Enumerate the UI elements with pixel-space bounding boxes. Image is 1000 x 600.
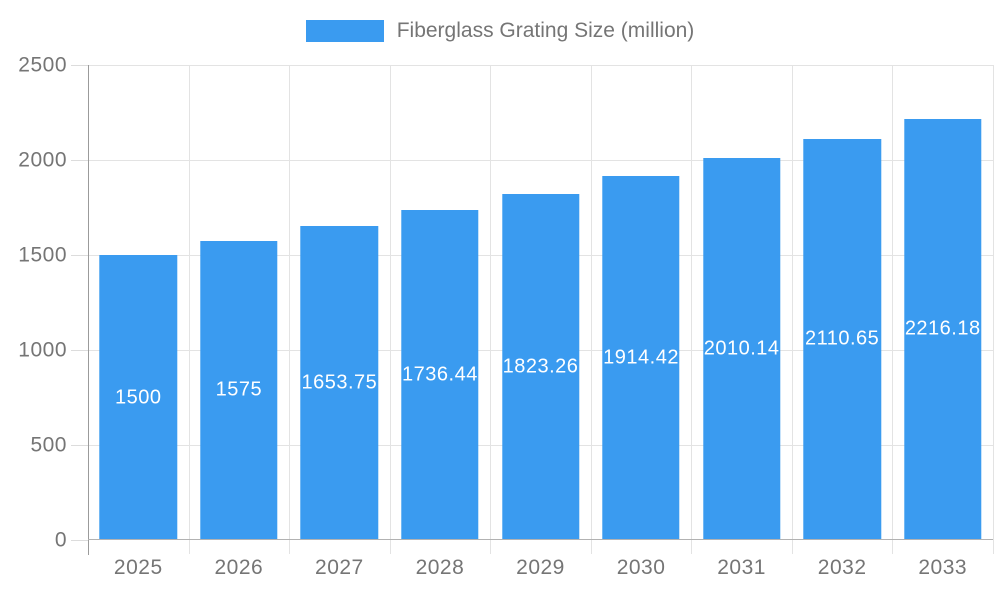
y-axis-line <box>88 65 89 555</box>
x-tick-label: 2028 <box>415 556 465 579</box>
bar-value-label: 1653.75 <box>301 371 378 394</box>
bar-2032[interactable]: 2110.65 <box>803 138 881 540</box>
v-gridline <box>691 65 693 554</box>
v-gridline <box>892 65 894 554</box>
y-tick <box>71 445 88 446</box>
x-tick-label: 2029 <box>516 556 565 579</box>
h-gridline <box>88 160 993 161</box>
y-tick <box>71 350 88 351</box>
bar-value-label: 2216.18 <box>904 317 981 340</box>
bar-value-label: 1736.44 <box>402 363 478 386</box>
v-gridline <box>188 65 190 554</box>
y-tick <box>71 65 88 66</box>
v-gridline <box>590 65 592 554</box>
y-tick-label: 1500 <box>18 243 67 267</box>
v-gridline <box>791 65 793 554</box>
bar-value-label: 1500 <box>115 386 162 408</box>
bar-2028[interactable]: 1736.44 <box>401 210 479 540</box>
v-gridline <box>389 65 391 554</box>
bar-value-label: 1575 <box>215 378 263 401</box>
legend: Fiberglass Grating Size (million) <box>0 19 1000 43</box>
y-tick-label: 2000 <box>18 148 67 172</box>
bar-2030[interactable]: 1914.42 <box>602 176 680 540</box>
x-tick-label: 2031 <box>717 556 766 579</box>
bar-2025[interactable]: 1500 <box>99 255 177 540</box>
x-tick-label: 2025 <box>113 556 163 579</box>
v-gridline <box>289 65 291 554</box>
bar-value-label: 1823.26 <box>502 355 579 378</box>
y-tick <box>71 540 88 541</box>
plot-area: 1500 1575 1653.75 1736.44 1823.26 1914.42 2010… <box>88 65 994 555</box>
y-tick-label: 500 <box>30 433 67 457</box>
x-tick-label: 2027 <box>315 556 364 579</box>
bar-2031[interactable]: 2010.14 <box>702 158 781 540</box>
x-tick-label: 2032 <box>817 556 867 579</box>
x-axis: 2025 2026 2027 2028 2029 2030 2031 2032 2033 <box>88 556 993 588</box>
h-gridline <box>88 65 993 66</box>
y-tick-label: 0 <box>54 528 67 552</box>
bar-2029[interactable]: 1823.26 <box>501 193 580 540</box>
legend-item[interactable]: Fiberglass Grating Size (million) <box>305 19 695 43</box>
v-gridline <box>993 65 994 554</box>
legend-label: Fiberglass Grating Size (million) <box>396 19 695 42</box>
y-tick <box>71 160 88 161</box>
v-gridline <box>490 65 492 554</box>
y-tick-label: 2500 <box>18 53 67 77</box>
bar-2033[interactable]: 2216.18 <box>904 118 982 540</box>
bar-2027[interactable]: 1653.75 <box>300 225 379 540</box>
x-tick-label: 2033 <box>918 556 968 579</box>
bar-value-label: 1914.42 <box>603 346 679 369</box>
bar-2026[interactable]: 1575 <box>200 240 278 540</box>
y-tick <box>71 255 88 256</box>
y-tick-label: 1000 <box>18 338 67 362</box>
x-axis-line <box>88 539 993 540</box>
y-axis: 0 500 1000 1500 2000 2500 <box>0 55 88 551</box>
bar-value-label: 2010.14 <box>703 337 780 360</box>
x-tick-label: 2026 <box>214 556 264 579</box>
legend-swatch-icon <box>305 20 384 42</box>
bar-value-label: 2110.65 <box>804 327 880 350</box>
x-tick-label: 2030 <box>616 556 666 579</box>
